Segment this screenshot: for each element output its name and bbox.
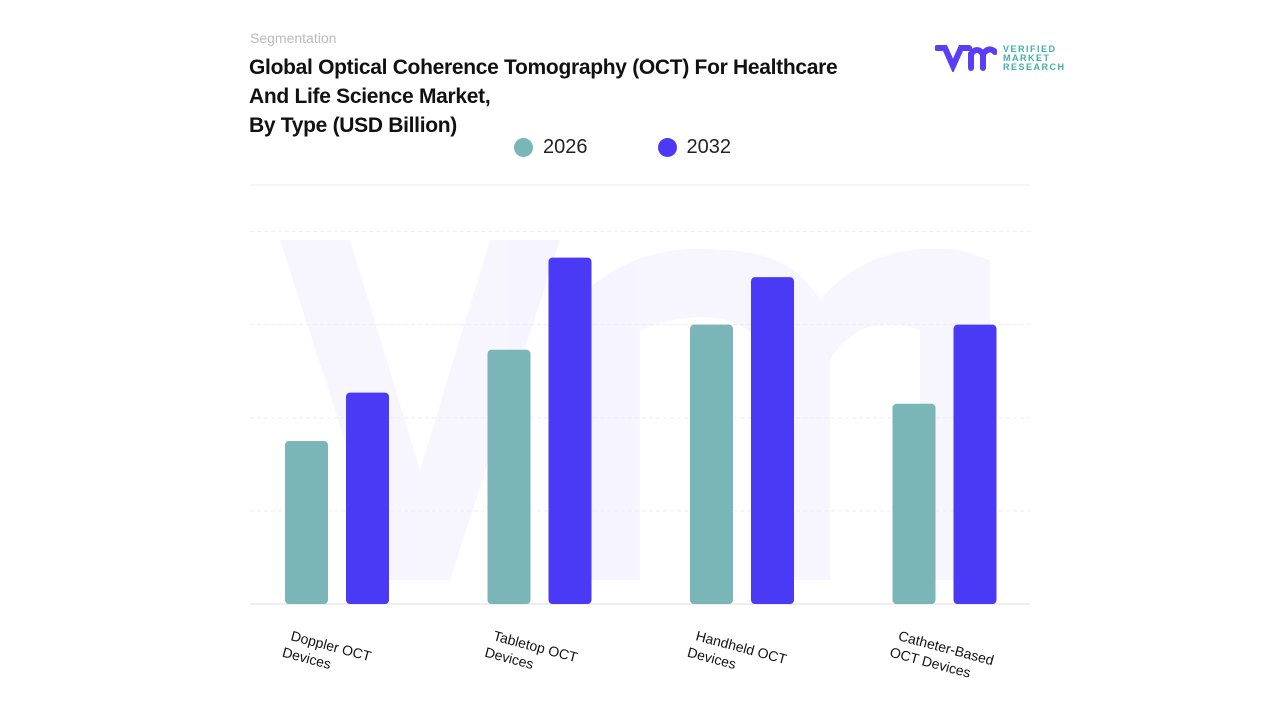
bar-2032 <box>548 257 592 604</box>
logo: VERIFIED MARKET RESEARCH <box>935 44 1066 72</box>
legend: 2026 2032 <box>514 136 731 159</box>
bar-2032 <box>953 324 997 604</box>
segmentation-label: Segmentation <box>250 30 337 46</box>
bar-2032 <box>751 277 794 604</box>
legend-swatch <box>657 138 677 157</box>
title-line: By Type (USD Billion) <box>249 114 457 137</box>
legend-swatch <box>514 138 533 157</box>
bar-2026 <box>892 403 936 604</box>
logo-text: VERIFIED <box>1003 43 1057 54</box>
legend-label: 2032 <box>686 136 732 158</box>
vmr-logo-icon <box>935 45 997 72</box>
x-tick-label: Doppler OCTDevices <box>281 626 374 681</box>
bar-2026 <box>487 349 531 604</box>
title-line: And Life Science Market, <box>249 85 491 108</box>
legend-label: 2026 <box>543 136 588 158</box>
bar-2026 <box>285 441 328 604</box>
legend-item-2026: 2026 <box>514 136 588 159</box>
title-line: Global Optical Coherence Tomography (OCT… <box>249 56 838 79</box>
logo-text: RESEARCH <box>1003 61 1066 72</box>
legend-item-2032: 2032 <box>657 136 732 159</box>
x-tick-label: Handheld OCTDevices <box>686 626 789 684</box>
x-tick-label: Tabletop OCTDevices <box>483 626 580 682</box>
bar-2032 <box>346 392 389 604</box>
x-tick-label: Catheter-BasedOCT Devices <box>888 626 995 685</box>
logo-text: MARKET <box>1003 52 1051 63</box>
chart-title: Global Optical Coherence Tomography (OCT… <box>249 53 838 140</box>
bar-2026 <box>690 324 733 604</box>
